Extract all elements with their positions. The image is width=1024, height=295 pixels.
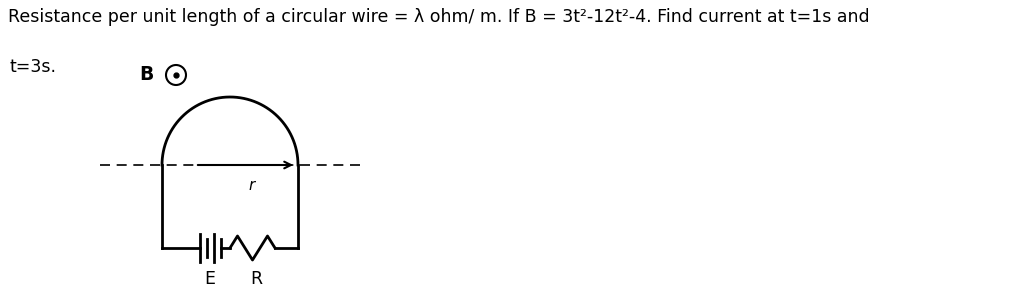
Text: B: B [139,65,154,84]
Text: Resistance per unit length of a circular wire = λ ohm/ m. If B = 3t²-12t²-4. Fin: Resistance per unit length of a circular… [8,8,869,26]
Text: E: E [205,270,215,288]
Text: r: r [248,178,254,193]
Text: t=3s.: t=3s. [10,58,57,76]
Text: R: R [250,270,262,288]
